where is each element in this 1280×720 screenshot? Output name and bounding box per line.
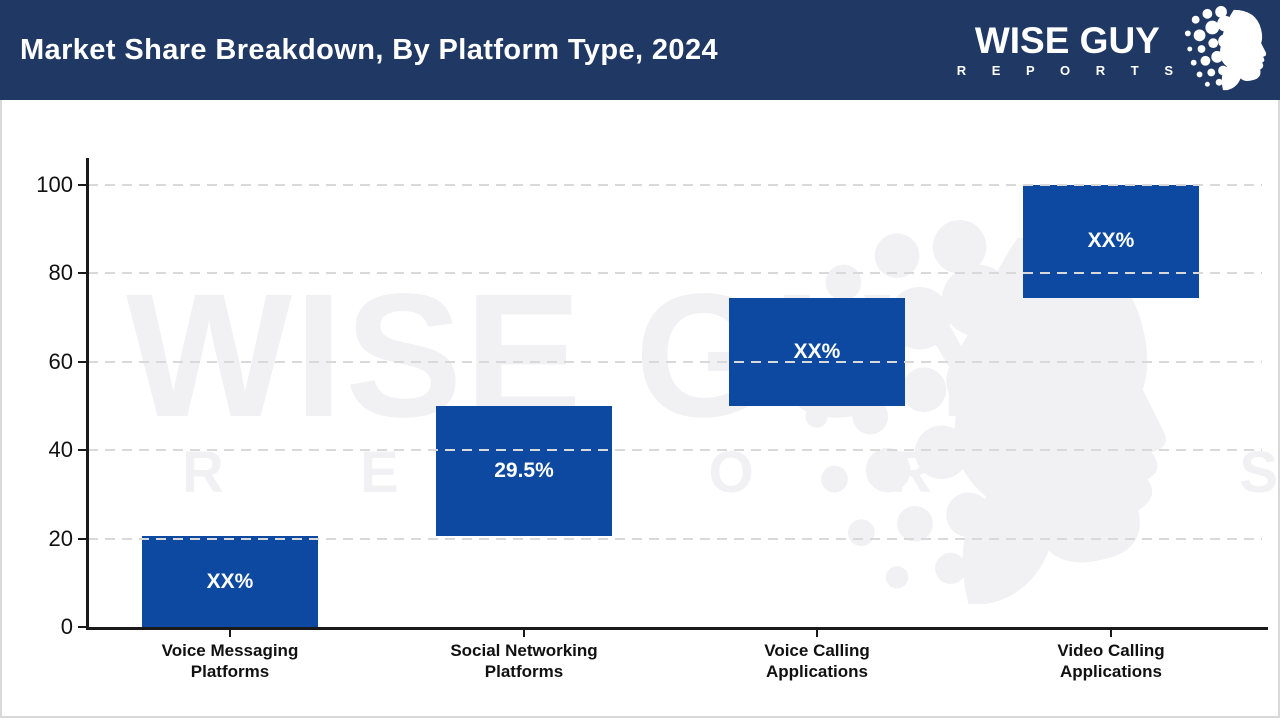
logo-text: WISE GUY R E P O R T S xyxy=(951,20,1184,79)
y-axis-tick xyxy=(78,449,87,452)
x-axis-category-label: Video Calling Applications xyxy=(1057,641,1165,681)
bar-segment: XX% xyxy=(1023,185,1199,298)
y-axis-tick xyxy=(78,626,87,628)
x-axis xyxy=(86,627,1268,630)
x-axis-category-label: Social Networking Platforms xyxy=(450,641,598,681)
y-axis-tick xyxy=(78,272,87,275)
bar-segment: 29.5% xyxy=(436,406,612,537)
y-axis-tick xyxy=(78,537,87,540)
x-axis-tick xyxy=(229,628,231,637)
y-axis-tick-label: 60 xyxy=(48,348,73,374)
logo-head-icon xyxy=(1184,6,1267,91)
y-axis-tick xyxy=(78,184,87,186)
x-axis-category-label: Voice Messaging Platforms xyxy=(161,641,299,681)
bar-segment: XX% xyxy=(729,297,905,406)
x-axis-tick xyxy=(1110,628,1112,637)
bar-value-label: XX% xyxy=(1087,229,1135,253)
y-axis-tick-label: 40 xyxy=(48,437,73,463)
bar-value-label: 29.5% xyxy=(494,459,554,483)
page-title: Market Share Breakdown, By Platform Type… xyxy=(20,33,719,66)
y-axis-tick xyxy=(78,360,87,363)
bar-value-label: XX% xyxy=(793,339,841,363)
logo-title: WISE GUY xyxy=(974,20,1160,61)
y-axis-tick-label: 80 xyxy=(48,260,73,286)
bar-value-label: XX% xyxy=(206,569,254,593)
bar-segment: XX% xyxy=(142,536,318,627)
x-axis-category-label: Voice Calling Applications xyxy=(764,641,870,681)
y-axis-tick-label: 100 xyxy=(36,172,73,197)
header-bar: Market Share Breakdown, By Platform Type… xyxy=(0,0,1280,100)
logo-subtitle: R E P O R T S xyxy=(956,63,1184,78)
wise-guy-reports-logo: WISE GUY R E P O R T S xyxy=(951,0,1270,100)
y-axis xyxy=(86,158,89,630)
x-axis-tick xyxy=(523,628,525,637)
y-axis-tick-label: 20 xyxy=(48,525,73,551)
y-axis-tick-label: 0 xyxy=(60,614,73,639)
x-axis-tick xyxy=(816,628,818,637)
